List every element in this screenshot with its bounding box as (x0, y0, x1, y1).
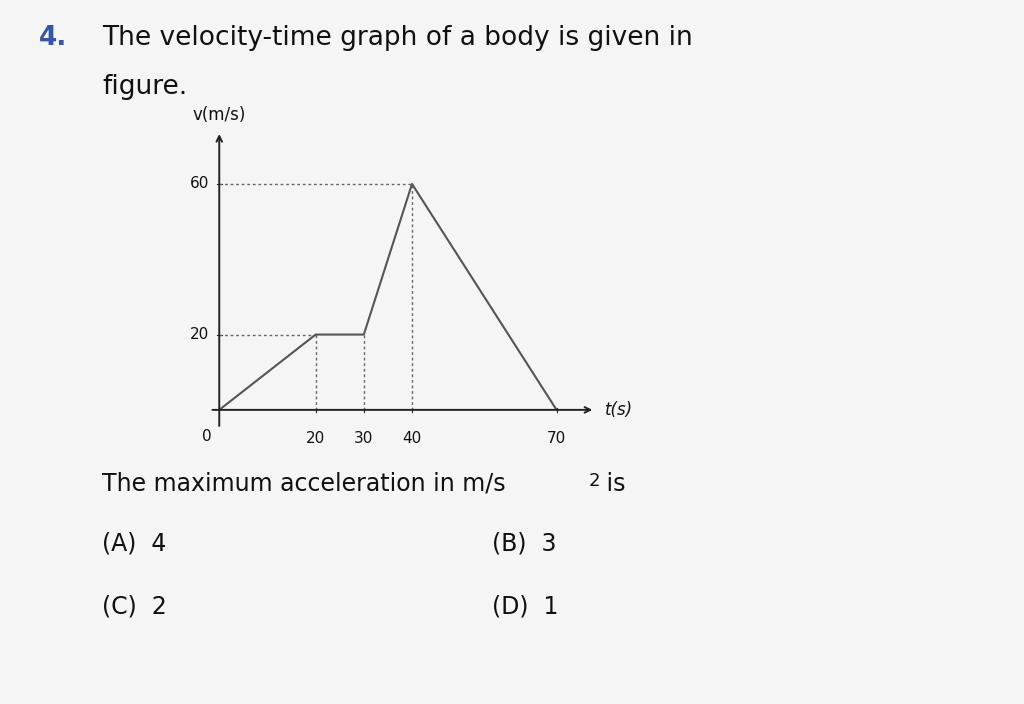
Text: 60: 60 (190, 177, 210, 191)
Text: The velocity-time graph of a body is given in: The velocity-time graph of a body is giv… (102, 25, 693, 51)
Text: v(m/s): v(m/s) (193, 106, 246, 124)
Text: 2: 2 (589, 472, 600, 490)
Text: 40: 40 (402, 431, 422, 446)
Text: 20: 20 (306, 431, 326, 446)
Text: 20: 20 (190, 327, 210, 342)
Text: The maximum acceleration in m/s: The maximum acceleration in m/s (102, 472, 506, 496)
Text: (C)  2: (C) 2 (102, 595, 167, 619)
Text: t(s): t(s) (605, 401, 633, 419)
Text: 30: 30 (354, 431, 374, 446)
Text: 4.: 4. (39, 25, 68, 51)
Text: 70: 70 (547, 431, 566, 446)
Text: is: is (599, 472, 626, 496)
Text: figure.: figure. (102, 74, 187, 100)
Text: (D)  1: (D) 1 (492, 595, 558, 619)
Text: (A)  4: (A) 4 (102, 532, 167, 555)
Text: (B)  3: (B) 3 (492, 532, 556, 555)
Text: 0: 0 (203, 429, 212, 444)
